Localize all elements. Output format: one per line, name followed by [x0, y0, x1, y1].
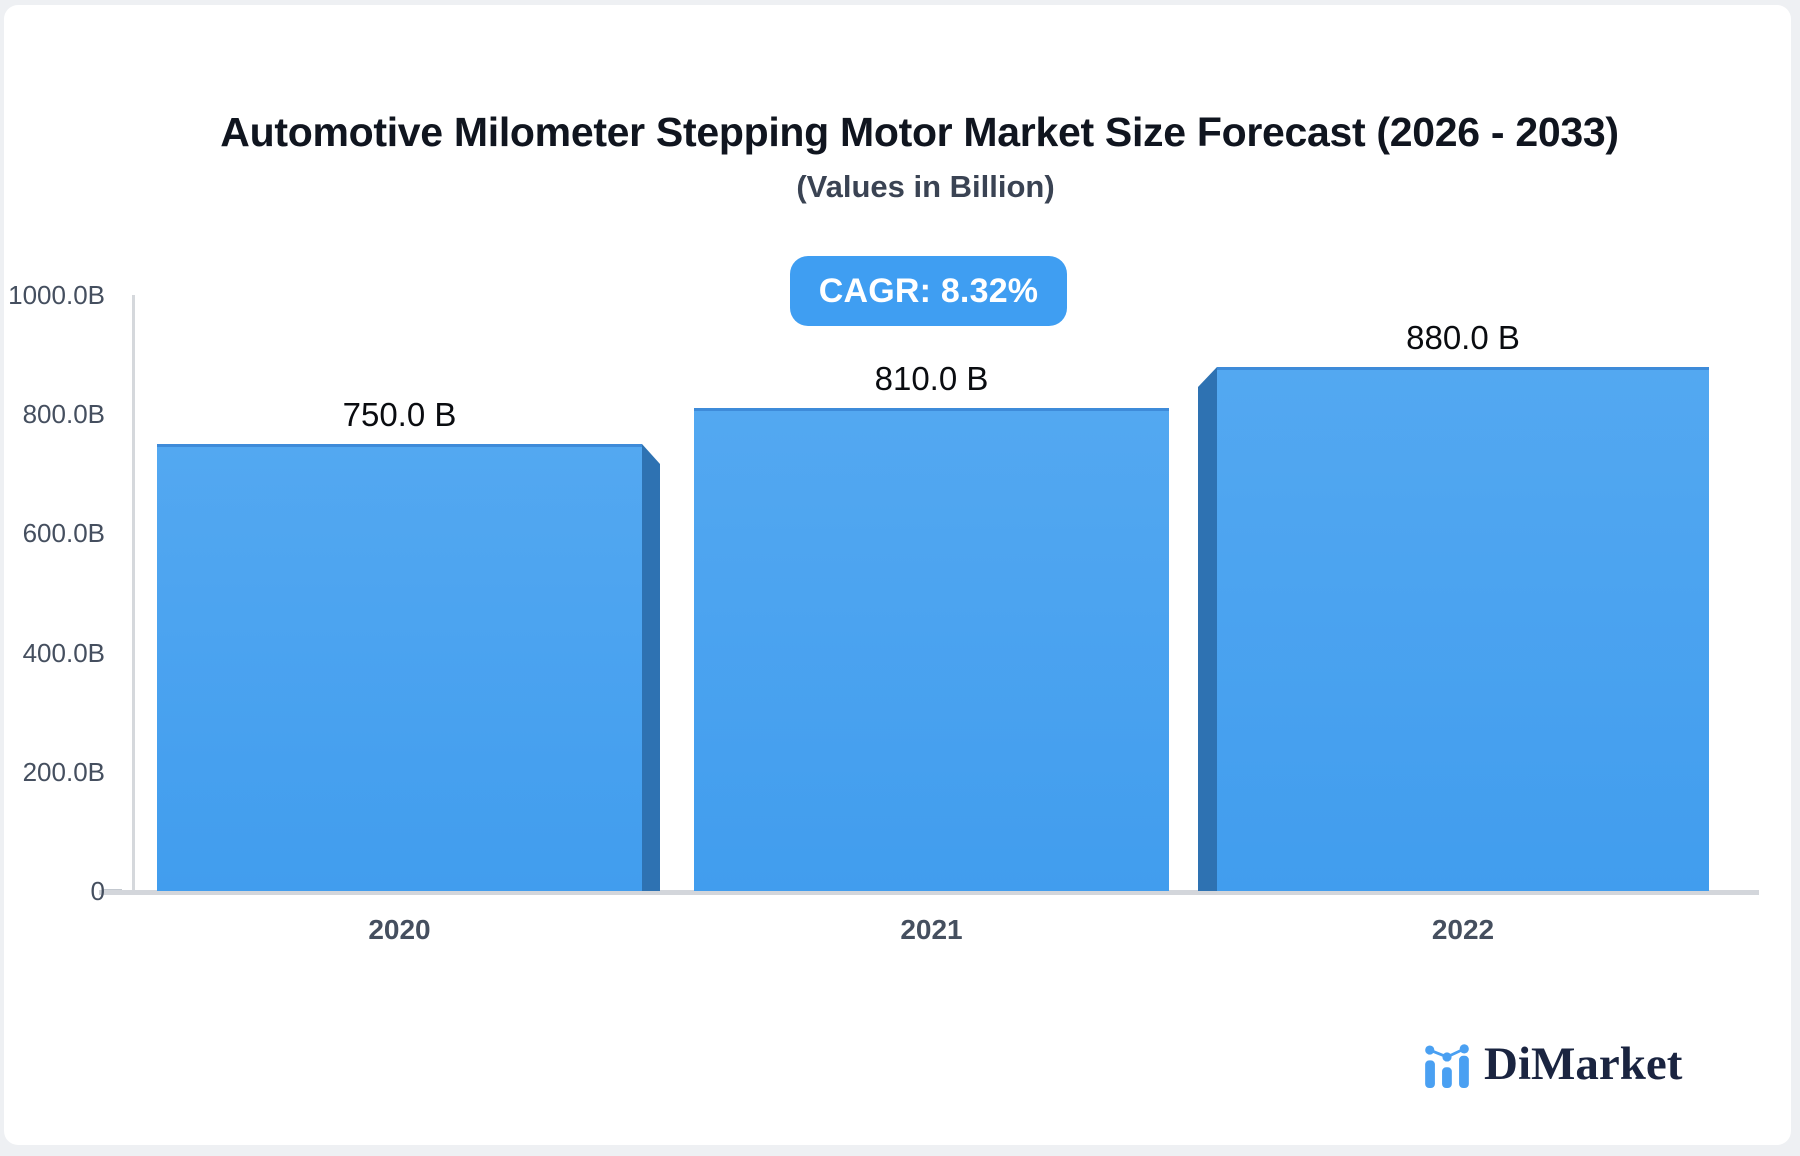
y-axis-tick-label: 1000.0B [8, 280, 105, 310]
bar-3d-shade-2020 [642, 444, 660, 891]
bar-2021 [694, 408, 1169, 891]
bar-3d-shade-2022 [1198, 367, 1217, 891]
y-axis-tick-label: 800.0B [22, 399, 105, 430]
cagr-badge: CAGR: 8.32% [790, 256, 1067, 326]
bar-chart-plot-area: 1000.0B 800.0B 600.0B 400.0B 200.0B 0 750.0 B 2… [4, 5, 1791, 1145]
bar-value-label-2022: 880.0 B [1406, 319, 1520, 356]
bar-value-label-2021: 810.0 B [874, 360, 989, 397]
dimarket-logo: DiMarket [1424, 1041, 1682, 1088]
y-axis-tick-label: 200.0B [22, 756, 105, 787]
y-axis-tick-label: 600.0B [22, 518, 105, 549]
x-axis-label-2021: 2021 [900, 914, 963, 945]
chart-subtitle: (Values in Billion) [796, 169, 1055, 204]
bar-2020 [157, 444, 642, 891]
dimarket-logo-icon [1425, 1043, 1469, 1088]
y-axis-tick-label: 400.0B [22, 637, 105, 668]
chart-card: Automotive Milometer Stepping Motor Mark… [4, 5, 1791, 1145]
x-axis-label-2022: 2022 [1431, 914, 1495, 945]
x-axis-baseline [99, 890, 1759, 895]
y-axis-tick-label: 0 [90, 876, 105, 906]
dimarket-logo-text: DiMarket [1484, 1038, 1683, 1090]
y-axis-line [132, 295, 135, 891]
chart-title: Automotive Milometer Stepping Motor Mark… [220, 109, 1619, 155]
bar-2022 [1217, 367, 1709, 891]
bar-value-label-2020: 750.0 B [342, 396, 457, 433]
x-axis-label-2020: 2020 [368, 914, 431, 945]
cagr-badge-label: CAGR: 8.32% [818, 271, 1039, 310]
